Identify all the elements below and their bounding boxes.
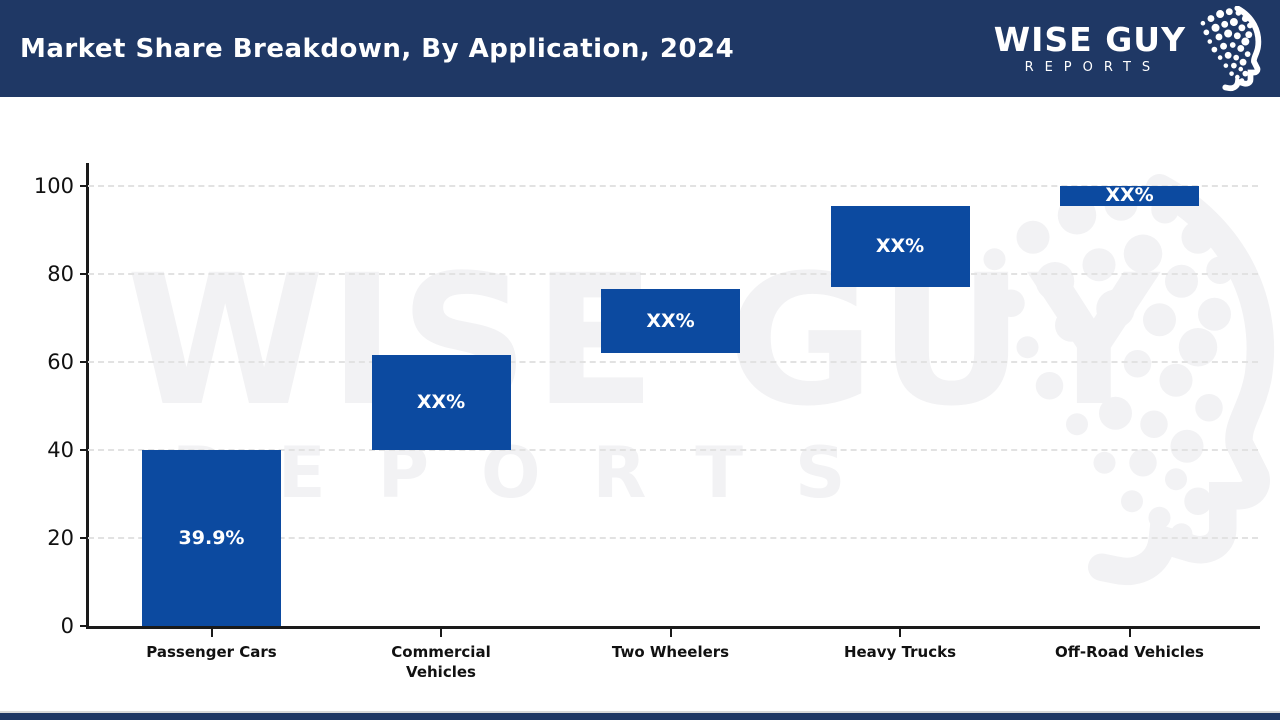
y-tick-label-40: 40 [47, 438, 74, 462]
x-tick-mark-off-road-vehicles [1128, 629, 1131, 637]
y-axis-line [86, 163, 89, 629]
x-tick-mark-heavy-trucks [899, 629, 901, 637]
gridline-60 [88, 361, 1258, 363]
x-tick-mark-passenger-cars [210, 629, 213, 637]
x-tick-mark-commercial-vehicles [440, 629, 442, 637]
x-tick-label-commercial-vehicles: Commercial Vehicles [391, 643, 491, 681]
y-tick-mark-0 [80, 625, 88, 627]
footer-bar [0, 713, 1280, 720]
gridline-40 [88, 449, 1258, 451]
bar-off-road-vehicles: XX% [1060, 186, 1199, 206]
y-tick-label-60: 60 [47, 350, 74, 374]
y-tick-mark-60 [80, 361, 88, 363]
bar-value-label: 39.9% [178, 526, 245, 549]
x-tick-label-passenger-cars: Passenger Cars [146, 643, 277, 661]
y-tick-mark-100 [80, 185, 88, 187]
y-tick-label-100: 100 [33, 174, 74, 198]
y-tick-mark-20 [80, 537, 88, 539]
gridline-100 [88, 185, 1258, 187]
bottom-hairline [0, 711, 1280, 713]
x-tick-label-off-road-vehicles: Off-Road Vehicles [1055, 643, 1204, 661]
bar-value-label: XX% [1105, 184, 1154, 207]
x-tick-label-heavy-trucks: Heavy Trucks [843, 643, 957, 661]
y-tick-label-0: 0 [60, 614, 74, 638]
y-tick-mark-80 [80, 273, 88, 275]
gridline-20 [88, 537, 1258, 539]
x-tick-label-two-wheelers: Two Wheelers [611, 643, 730, 661]
header: Market Share Breakdown, By Application, … [0, 0, 1280, 97]
logo-text: WISE GUY REPORTS [994, 23, 1186, 74]
bar-heavy-trucks: XX% [830, 205, 970, 288]
bar-value-label: XX% [646, 309, 695, 332]
y-tick-label-20: 20 [47, 526, 74, 550]
gridline-80 [88, 273, 1258, 275]
y-tick-mark-40 [80, 449, 88, 451]
x-axis-line [86, 626, 1260, 629]
logo-subtitle: REPORTS [1024, 60, 1162, 75]
bar-two-wheelers: XX% [601, 289, 740, 354]
y-tick-label-80: 80 [47, 262, 74, 286]
page-title: Market Share Breakdown, By Application, … [20, 33, 735, 64]
x-tick-mark-two-wheelers [669, 629, 672, 637]
bar-value-label: XX% [416, 391, 466, 414]
logo-wordmark: WISE GUY [993, 20, 1186, 59]
bar-value-label: XX% [875, 234, 925, 257]
wiseguy-logo: WISE GUY REPORTS [994, 5, 1266, 92]
bar-passenger-cars: 39.9% [142, 450, 281, 626]
bar-commercial-vehicles: XX% [371, 355, 511, 450]
logo-face-icon [1200, 5, 1262, 91]
